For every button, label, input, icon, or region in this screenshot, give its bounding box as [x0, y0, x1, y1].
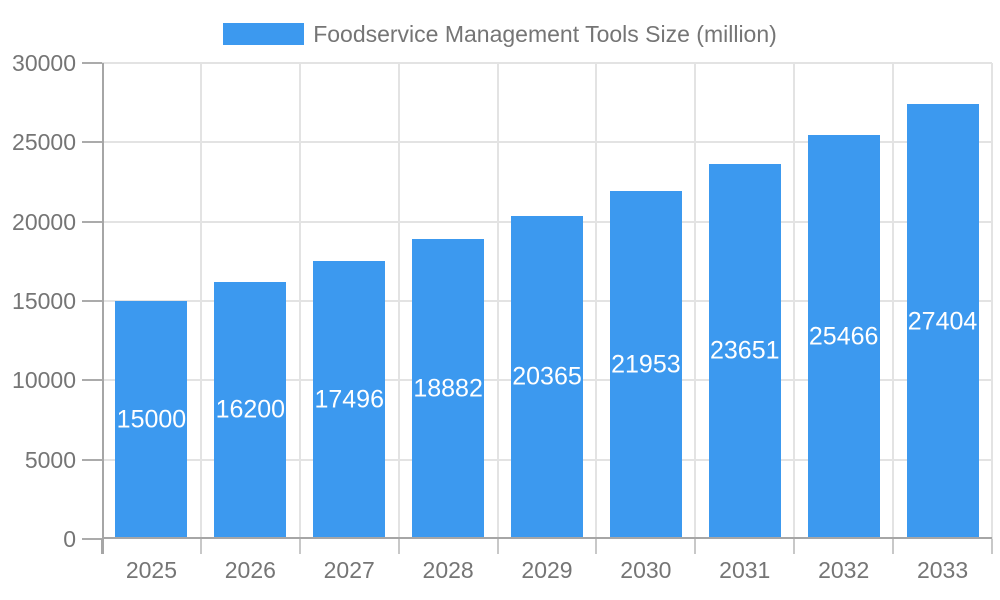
x-tick [694, 539, 697, 554]
x-axis-line [102, 537, 992, 539]
bar-value-label: 27404 [907, 307, 978, 336]
bar-2033[interactable] [906, 104, 979, 539]
x-tick [298, 539, 301, 554]
y-tick [82, 379, 102, 382]
y-axis-label: 25000 [12, 129, 76, 156]
gridline-horizontal [102, 62, 992, 64]
x-tick [496, 539, 499, 554]
bar-value-label: 16200 [215, 395, 286, 424]
gridline-vertical [991, 63, 993, 539]
x-axis-label: 2027 [323, 557, 375, 583]
bar-value-label: 25466 [808, 322, 879, 351]
bar-value-label: 23651 [710, 336, 780, 365]
y-tick [82, 62, 102, 64]
x-axis-label: 2033 [916, 557, 969, 583]
y-tick [82, 538, 102, 540]
bar-2028[interactable] [412, 239, 485, 539]
x-axis-label: 2026 [224, 557, 276, 583]
x-axis-label: 2031 [719, 557, 771, 583]
bar-value-label: 15000 [116, 405, 187, 434]
bar-2026[interactable] [214, 281, 287, 539]
bar-2031[interactable] [708, 163, 781, 539]
y-axis-line [102, 63, 104, 554]
bar-value-label: 21953 [611, 350, 681, 379]
plot-area: 0 5000 10000 15000 20000 25000 30000 15000 16200… [12, 50, 993, 583]
y-tick [82, 458, 102, 461]
x-axis-label: 2028 [422, 557, 474, 583]
x-tick [793, 539, 796, 554]
x-tick [595, 539, 598, 554]
y-axis-label: 20000 [12, 208, 76, 235]
y-tick [82, 220, 102, 223]
x-tick [397, 539, 400, 554]
bar-2025[interactable] [115, 301, 188, 539]
bar-value-label: 18882 [413, 374, 483, 403]
x-axis-label: 2025 [125, 557, 178, 583]
y-tick [82, 141, 102, 144]
x-tick [892, 539, 895, 554]
x-tick [199, 539, 202, 554]
legend[interactable]: Foodservice Management Tools Size (milli… [0, 20, 1000, 48]
x-axis-label: 2029 [521, 557, 573, 583]
y-axis-label: 15000 [12, 288, 76, 314]
legend-swatch [223, 23, 305, 45]
bar-value-label: 17496 [314, 385, 384, 414]
x-axis-label: 2030 [620, 557, 672, 583]
legend-label: Foodservice Management Tools Size (milli… [313, 20, 777, 47]
y-tick [82, 300, 102, 302]
x-tick [991, 539, 993, 554]
bar-2027[interactable] [313, 261, 386, 539]
y-axis-label: 30000 [12, 50, 76, 76]
bar-value-label: 20365 [512, 362, 582, 391]
y-axis-label: 5000 [24, 446, 76, 473]
y-axis-label: 0 [63, 526, 76, 552]
bar-2029[interactable] [511, 215, 583, 539]
y-axis-label: 10000 [12, 367, 76, 394]
gridline-horizontal [102, 141, 992, 144]
bar-2030[interactable] [609, 190, 682, 539]
bar-2032[interactable] [807, 134, 880, 539]
x-axis-label: 2032 [818, 557, 870, 583]
